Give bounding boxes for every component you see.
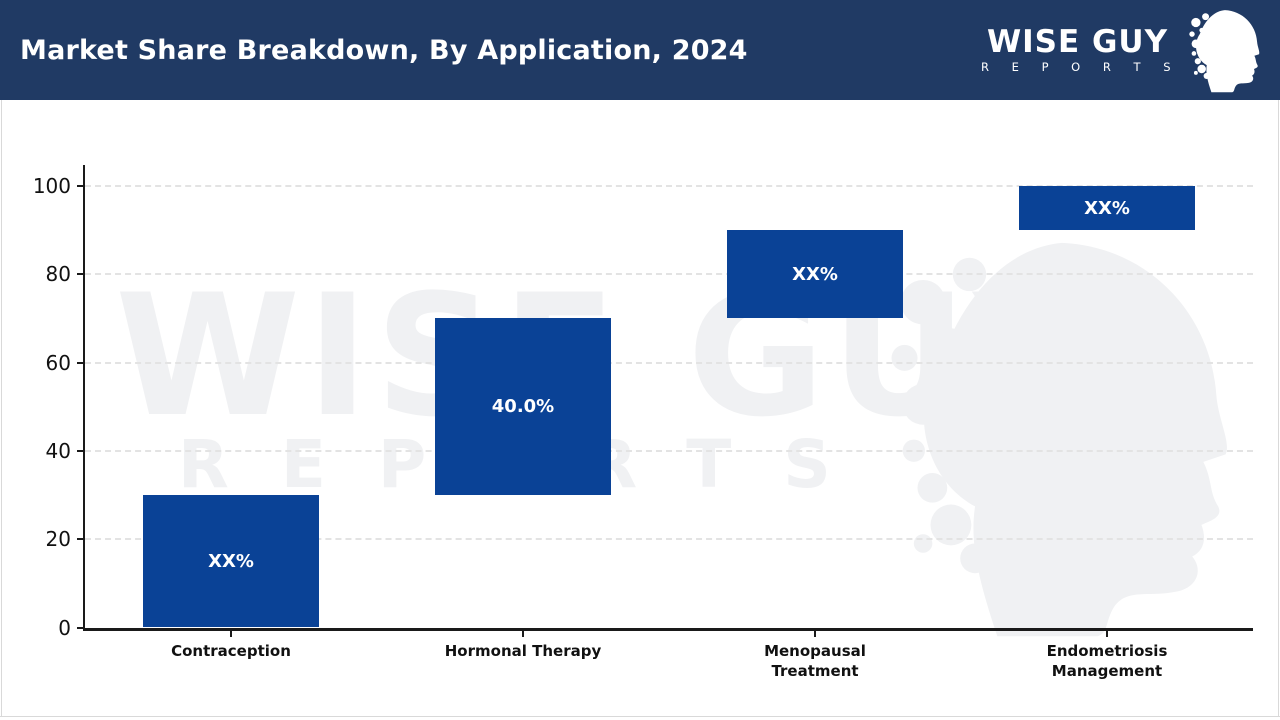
- x-axis-line: [83, 627, 1253, 631]
- x-category-label: Menopausal Treatment: [764, 641, 866, 680]
- x-tick-mark: [1106, 629, 1108, 637]
- x-tick-mark: [230, 629, 232, 637]
- y-tick-label: 20: [45, 527, 71, 552]
- x-category-label: Endometriosis Management: [1046, 641, 1168, 680]
- page-title: Market Share Breakdown, By Application, …: [20, 34, 748, 66]
- watermark-face-icon: [891, 242, 1227, 637]
- x-tick-mark: [814, 629, 816, 637]
- y-tick-label: 80: [45, 262, 71, 287]
- logo-wordmark: WISE GUY: [986, 23, 1169, 60]
- y-tick-mark: [77, 273, 85, 276]
- gridline-y20: [85, 538, 1253, 541]
- y-tick-label: 100: [32, 174, 71, 198]
- x-category-label: Contraception: [171, 641, 291, 660]
- bottom-divider: [0, 716, 1280, 717]
- y-tick-mark: [77, 626, 85, 629]
- gridline-y80: [85, 273, 1253, 276]
- y-tick-mark: [77, 538, 85, 541]
- y-tick-label: 0: [58, 615, 71, 640]
- y-tick-mark: [77, 449, 85, 452]
- bar-value-label: XX%: [1084, 197, 1130, 219]
- bar-value-label: XX%: [792, 263, 838, 285]
- y-tick-mark: [77, 361, 85, 364]
- logo-subtitle: R E P O R T S: [981, 59, 1180, 74]
- bar-3: XX%: [1019, 186, 1195, 231]
- y-axis-spine: [83, 165, 85, 630]
- x-tick-mark: [522, 629, 524, 637]
- gridline-y40: [85, 449, 1253, 452]
- wise-guy-logo: WISE GUY R E P O R T S: [975, 7, 1262, 93]
- y-tick-label: 60: [45, 350, 71, 375]
- header-bar: Market Share Breakdown, By Application, …: [0, 0, 1280, 100]
- bar-value-label: XX%: [208, 550, 254, 572]
- y-tick-mark: [77, 185, 85, 187]
- bar-1: 40.0%: [435, 318, 611, 496]
- dotted-face-profile-icon: [1189, 10, 1260, 93]
- logo-text: WISE GUY R E P O R T S: [975, 23, 1180, 74]
- bar-0: XX%: [143, 495, 319, 628]
- bar-2: XX%: [727, 230, 903, 319]
- bar-value-label: 40.0%: [491, 396, 555, 418]
- gridline-y100: [85, 185, 1253, 187]
- y-tick-label: 40: [45, 438, 71, 463]
- gridline-y60: [85, 361, 1253, 364]
- x-category-label: Hormonal Therapy: [444, 641, 602, 660]
